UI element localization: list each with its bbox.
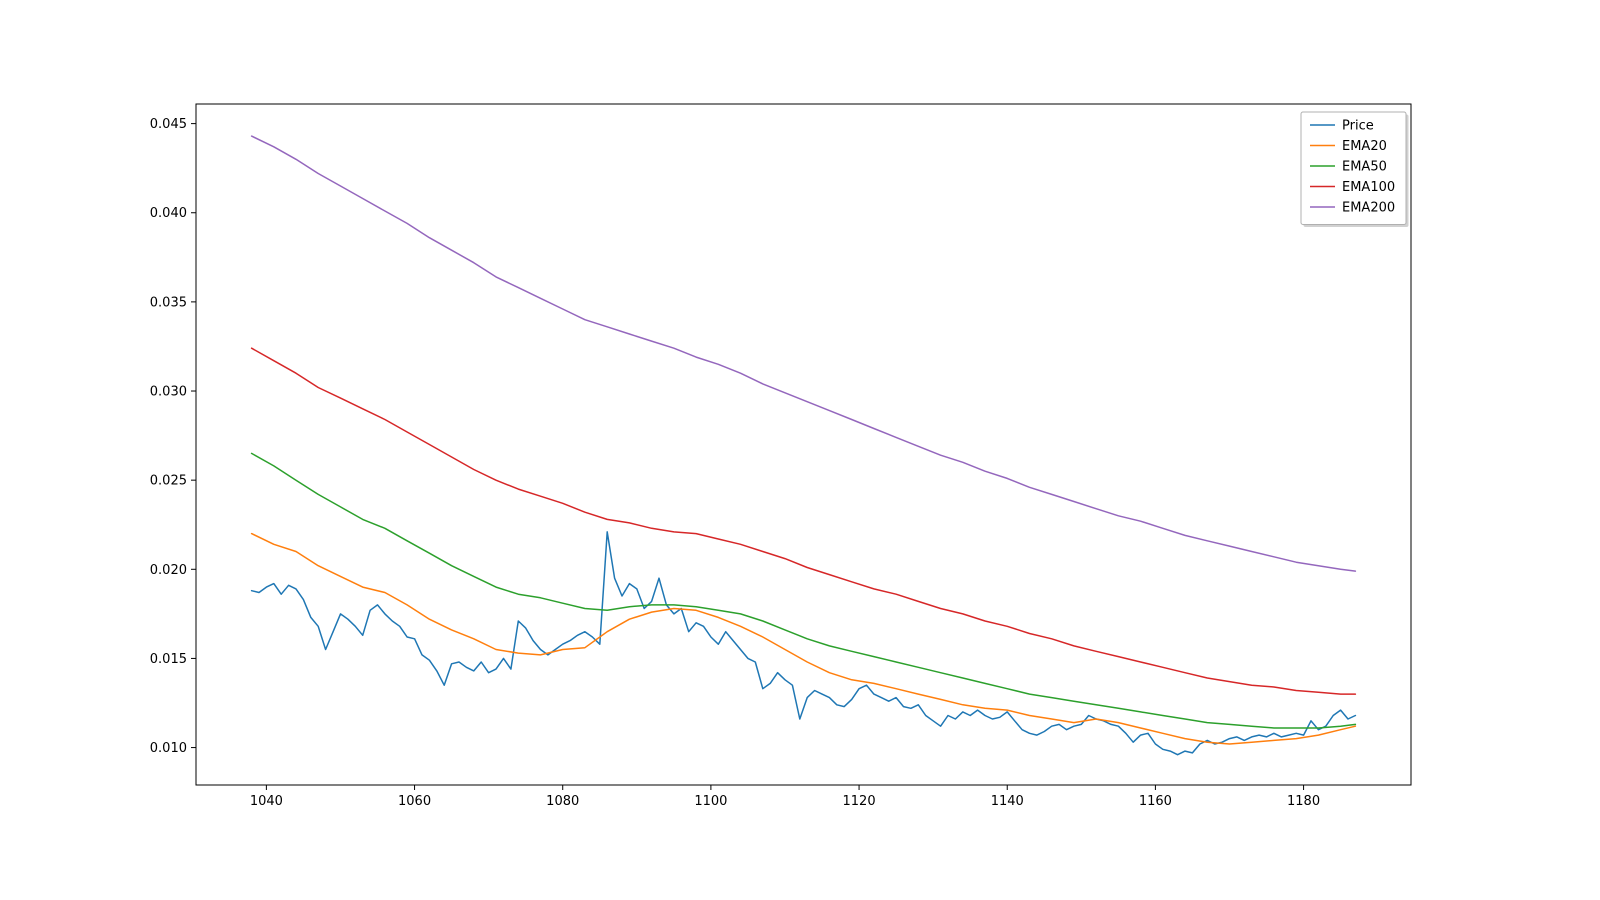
ema20-line bbox=[250, 532, 1357, 745]
x-tick-label: 1080 bbox=[546, 794, 579, 809]
x-tick-label: 1160 bbox=[1139, 794, 1172, 809]
plot-area bbox=[196, 104, 1411, 785]
legend-label-ema100: EMA100 bbox=[1342, 180, 1395, 195]
plot-border bbox=[195, 103, 1412, 786]
y-tick-label: 0.025 bbox=[150, 474, 187, 489]
y-tick-label: 0.010 bbox=[150, 741, 187, 756]
legend-box bbox=[1300, 111, 1407, 225]
legend-label-ema200: EMA200 bbox=[1342, 201, 1395, 216]
legend-label-price: Price bbox=[1342, 119, 1374, 134]
legend-label-ema20: EMA20 bbox=[1342, 139, 1387, 154]
legend: Price EMA20 EMA50 EMA100 EMA200 bbox=[1300, 111, 1409, 227]
x-tick-label: 1040 bbox=[250, 794, 283, 809]
ema100-line bbox=[250, 347, 1357, 695]
ema50-line bbox=[250, 452, 1357, 729]
x-axis: 1040 1060 1080 1100 1120 1140 1160 1180 bbox=[250, 785, 1320, 809]
ema200-line bbox=[250, 135, 1357, 572]
y-tick-label: 0.045 bbox=[150, 117, 187, 132]
x-tick-label: 1100 bbox=[694, 794, 727, 809]
y-axis: 0.010 0.015 0.020 0.025 0.030 0.035 0.040 0.045 bbox=[150, 117, 196, 756]
x-tick-label: 1180 bbox=[1287, 794, 1320, 809]
x-tick-label: 1120 bbox=[843, 794, 876, 809]
x-tick-label: 1060 bbox=[398, 794, 431, 809]
y-tick-label: 0.030 bbox=[150, 385, 187, 400]
y-tick-label: 0.020 bbox=[150, 563, 187, 578]
y-tick-label: 0.035 bbox=[150, 295, 187, 310]
legend-label-ema50: EMA50 bbox=[1342, 160, 1387, 175]
price-line bbox=[250, 531, 1357, 756]
x-tick-label: 1140 bbox=[991, 794, 1024, 809]
y-tick-label: 0.015 bbox=[150, 652, 187, 667]
y-tick-label: 0.040 bbox=[150, 206, 187, 221]
